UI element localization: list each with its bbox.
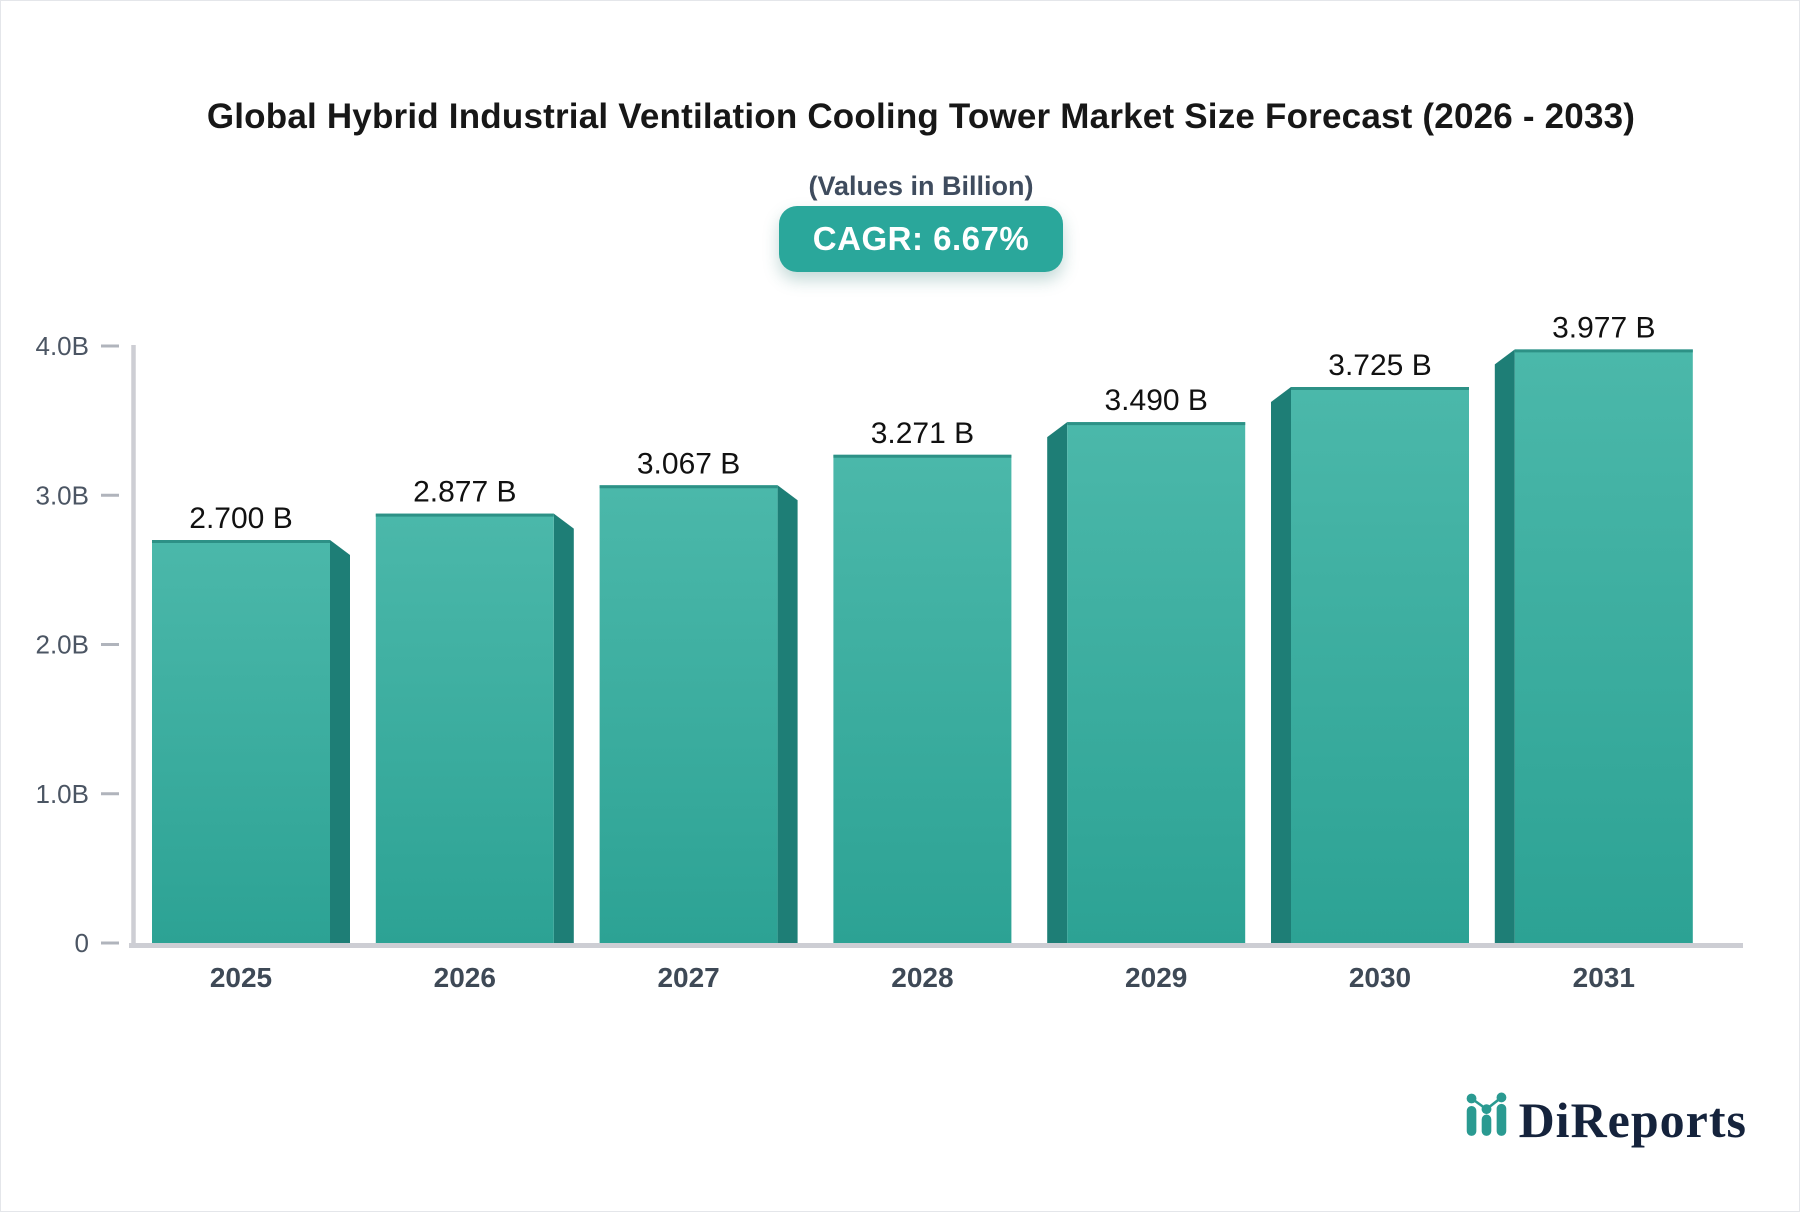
x-axis-label: 2029 bbox=[1125, 962, 1187, 993]
axes-group: 0 1.0B 2.0B 3.0B 4.0B bbox=[36, 331, 1743, 958]
bar-face bbox=[1067, 422, 1246, 947]
y-tick-label: 0 bbox=[75, 928, 89, 958]
x-axis-label: 2030 bbox=[1349, 962, 1411, 993]
chart-title: Global Hybrid Industrial Ventilation Coo… bbox=[206, 97, 1636, 136]
x-axis-label: 2027 bbox=[657, 962, 719, 993]
bar-2028: 3.271 B 2028 bbox=[833, 417, 1012, 993]
x-axis-label: 2026 bbox=[434, 962, 496, 993]
chart-subtitle: (Values in Billion) bbox=[808, 171, 1034, 201]
cagr-badge: CAGR: 6.67% bbox=[778, 206, 1064, 272]
y-tick-label: 2.0B bbox=[36, 630, 90, 660]
y-tick-label: 1.0B bbox=[36, 779, 90, 809]
bar-face bbox=[375, 513, 554, 947]
y-tick-label: 3.0B bbox=[36, 480, 90, 510]
bar-value-label: 3.067 B bbox=[637, 447, 740, 480]
bar-face bbox=[833, 454, 1012, 947]
bar-3d-side bbox=[777, 485, 798, 947]
bar-value-label: 3.977 B bbox=[1552, 311, 1655, 344]
bar-2030: 3.725 B 2030 bbox=[1271, 349, 1469, 993]
logo-text: DiReports bbox=[1518, 1092, 1747, 1148]
bar-3d-side bbox=[1047, 422, 1068, 947]
x-axis-label: 2025 bbox=[210, 962, 272, 993]
bar-chart-logo-icon bbox=[1466, 1092, 1506, 1136]
bar-2029: 3.490 B 2029 bbox=[1047, 384, 1246, 993]
chart-header: Global Hybrid Industrial Ventilation Coo… bbox=[1, 91, 1799, 272]
bar-value-label: 2.877 B bbox=[413, 476, 516, 509]
bar-2025: 2.700 B 2025 bbox=[152, 502, 350, 993]
x-axis-label: 2028 bbox=[891, 962, 953, 993]
bar-3d-side bbox=[553, 513, 574, 947]
bar-2026: 2.877 B 2026 bbox=[375, 476, 574, 993]
bar-value-label: 3.271 B bbox=[871, 417, 974, 450]
bar-value-label: 3.490 B bbox=[1104, 384, 1207, 417]
bar-3d-side bbox=[1494, 349, 1515, 947]
bars-group: 2.700 B 2025 2.877 B 2026 3.067 B 2027 3.271 B… bbox=[152, 311, 1693, 993]
bar-2027: 3.067 B 2027 bbox=[599, 447, 798, 993]
bar-face bbox=[1514, 349, 1693, 947]
bar-face bbox=[599, 485, 778, 947]
direports-logo: DiReports bbox=[1463, 1092, 1747, 1145]
bar-value-label: 2.700 B bbox=[189, 502, 292, 535]
x-axis-label: 2031 bbox=[1573, 962, 1635, 993]
bar-2031: 3.977 B 2031 bbox=[1494, 311, 1693, 993]
bar-face bbox=[1291, 387, 1469, 947]
cagr-badge-label: CAGR: 6.67% bbox=[812, 220, 1030, 257]
y-tick-label: 4.0B bbox=[36, 331, 90, 361]
bar-face bbox=[152, 540, 330, 947]
bar-3d-side bbox=[330, 540, 350, 947]
bar-value-label: 3.725 B bbox=[1328, 349, 1431, 382]
bar-3d-side bbox=[1271, 387, 1291, 947]
